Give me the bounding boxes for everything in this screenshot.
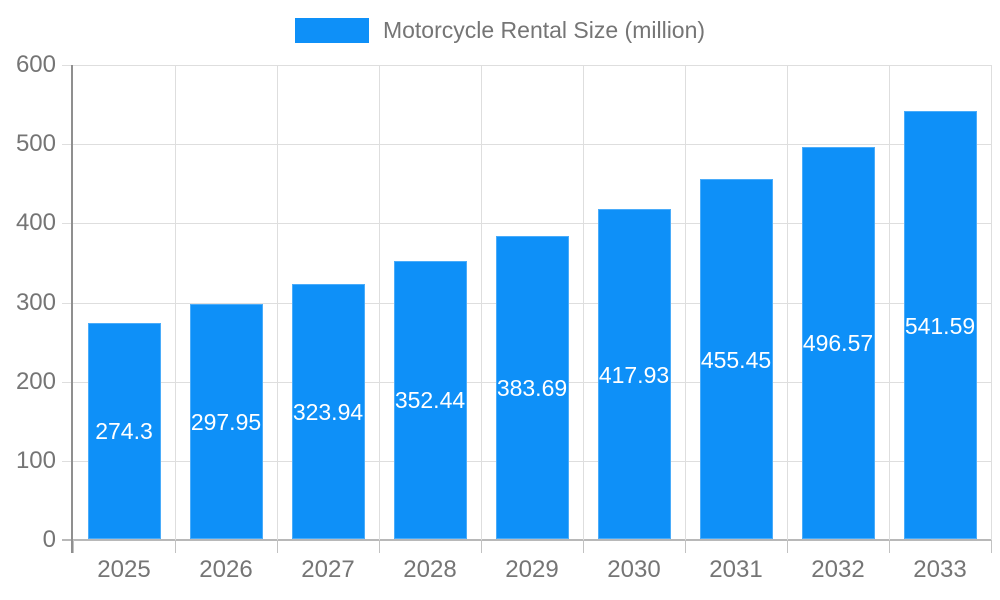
- bar-value-label: 383.69: [496, 375, 568, 402]
- bar-value-label: 297.95: [190, 409, 262, 436]
- v-gridline: [379, 65, 380, 540]
- x-axis-tick-label: 2026: [199, 556, 253, 583]
- x-axis-tick: [73, 540, 74, 553]
- bar-value-label: 541.59: [904, 312, 976, 339]
- x-axis-tick: [991, 540, 992, 553]
- y-axis-tick-label: 600: [15, 51, 56, 78]
- zero-gridline: [62, 539, 991, 541]
- x-axis-tick: [277, 540, 278, 553]
- x-axis-tick: [685, 540, 686, 553]
- x-axis-tick-label: 2028: [403, 556, 457, 583]
- v-gridline: [889, 65, 890, 540]
- bar-value-label: 496.57: [802, 330, 874, 357]
- bar-value-label: 352.44: [394, 387, 466, 414]
- x-axis-tick-label: 2029: [505, 556, 559, 583]
- v-gridline: [481, 65, 482, 540]
- x-axis-tick-label: 2032: [811, 556, 865, 583]
- x-axis-tick: [481, 540, 482, 553]
- bar-2032[interactable]: [801, 146, 875, 539]
- x-axis-tick-label: 2025: [97, 556, 151, 583]
- v-gridline: [787, 65, 788, 540]
- bar-2027[interactable]: [291, 283, 365, 539]
- x-axis-tick-label: 2033: [913, 556, 967, 583]
- bar-2030[interactable]: [597, 209, 671, 539]
- h-gridline: [62, 223, 991, 225]
- h-gridline: [62, 65, 991, 66]
- legend-label: Motorcycle Rental Size (million): [382, 17, 706, 43]
- bar-value-label: 417.93: [598, 361, 670, 388]
- x-axis-tick-label: 2030: [607, 556, 661, 583]
- x-axis-tick: [787, 540, 788, 553]
- bar-value-label: 455.45: [700, 346, 772, 373]
- x-axis-tick-label: 2027: [301, 556, 355, 583]
- y-axis-tick-label: 100: [15, 446, 56, 474]
- bar-2029[interactable]: [495, 236, 569, 539]
- legend-swatch: [294, 18, 369, 43]
- x-axis-tick: [379, 540, 380, 553]
- v-gridline: [685, 65, 686, 540]
- y-axis-line: [71, 65, 73, 553]
- v-gridline: [991, 65, 992, 540]
- v-gridline: [583, 65, 584, 540]
- v-gridline: [175, 65, 176, 540]
- y-axis-tick-label: 300: [15, 288, 56, 316]
- bar-value-label: 323.94: [292, 398, 364, 425]
- y-axis-tick-label: 200: [15, 367, 56, 395]
- bar-2025[interactable]: [87, 322, 161, 539]
- bar-2031[interactable]: [699, 179, 773, 539]
- h-gridline: [62, 144, 991, 146]
- bar-2028[interactable]: [393, 260, 467, 539]
- bar-2026[interactable]: [189, 304, 263, 539]
- bar-2033[interactable]: [903, 111, 977, 539]
- y-axis-tick-label: 400: [15, 209, 56, 237]
- x-axis-tick: [583, 540, 584, 553]
- y-axis-tick-label: 0: [42, 526, 56, 553]
- x-axis-tick-label: 2031: [709, 556, 763, 583]
- x-axis-tick: [175, 540, 176, 553]
- legend[interactable]: Motorcycle Rental Size (million): [0, 17, 1000, 44]
- bar-value-label: 274.3: [95, 418, 153, 445]
- y-axis-tick-label: 500: [15, 130, 56, 158]
- v-gridline: [277, 65, 278, 540]
- x-axis-tick: [889, 540, 890, 553]
